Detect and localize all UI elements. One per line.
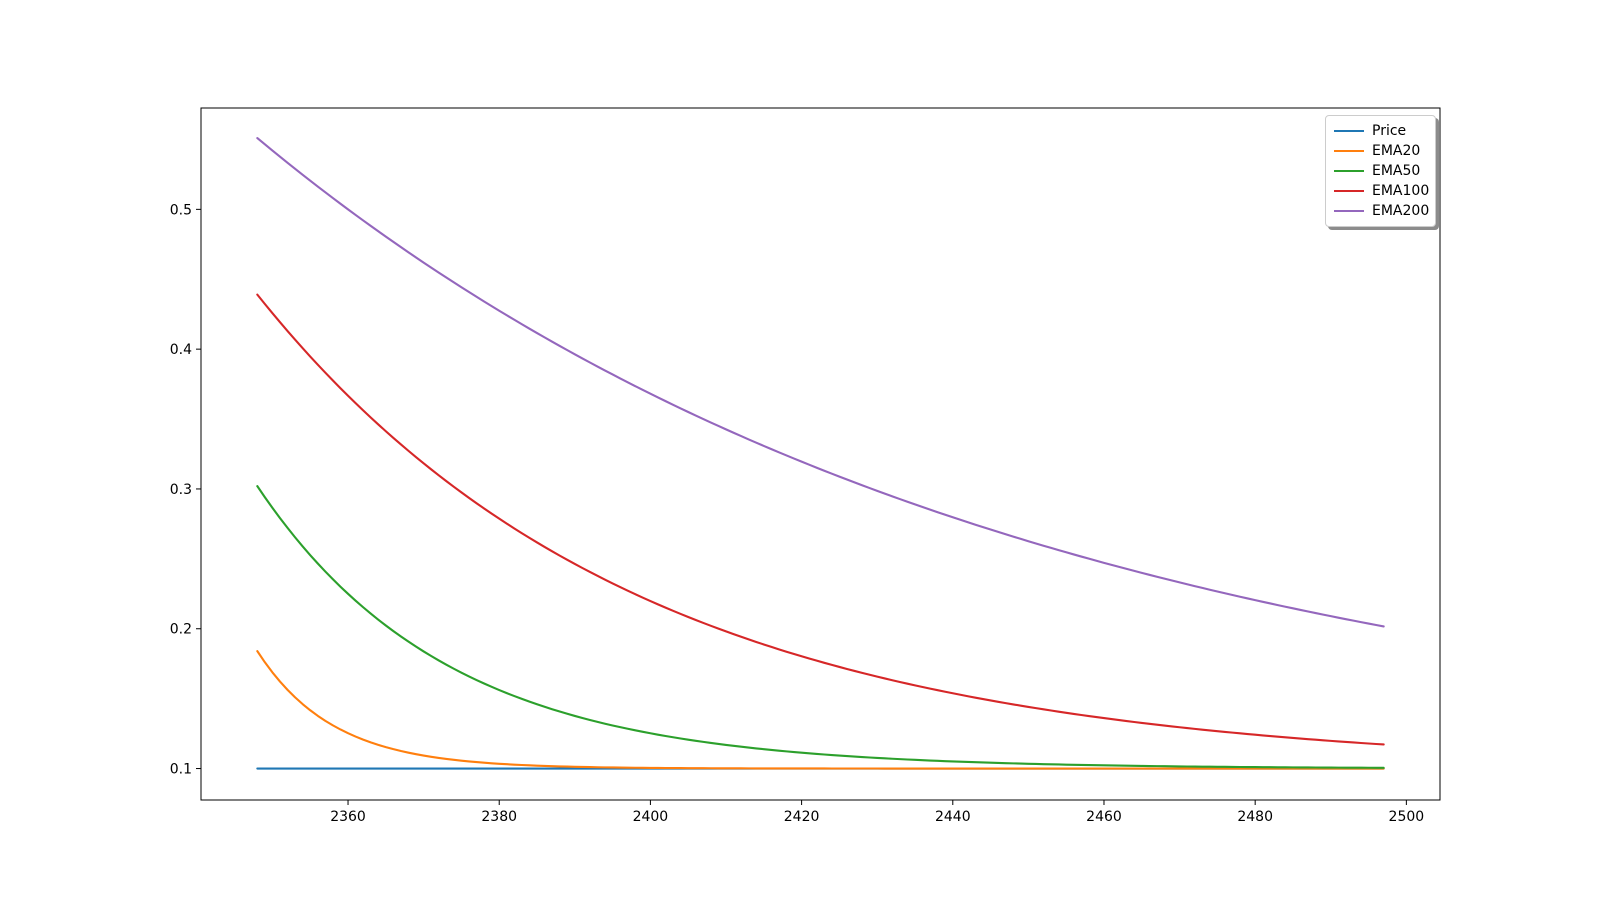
series-line-ema50 (256, 485, 1385, 769)
legend-line-swatch (1334, 170, 1364, 172)
x-tick-label: 2480 (1237, 809, 1273, 825)
legend-line-swatch (1334, 150, 1364, 152)
x-tick-label: 2500 (1389, 809, 1425, 825)
legend-label: EMA20 (1372, 143, 1421, 159)
y-tick-label: 0.4 (170, 342, 192, 358)
series-line-ema20 (256, 650, 1385, 770)
legend-entry: EMA100 (1334, 181, 1430, 201)
legend-entry: Price (1334, 121, 1427, 141)
legend-entry: EMA50 (1334, 161, 1427, 181)
series-line-ema200 (256, 137, 1385, 628)
x-tick-label: 2400 (633, 809, 669, 825)
legend-line-swatch (1334, 190, 1364, 192)
series-line-ema100 (256, 293, 1385, 746)
legend-label: EMA50 (1372, 163, 1421, 179)
legend-label: EMA100 (1372, 183, 1430, 199)
y-tick-label: 0.5 (170, 202, 192, 218)
x-tick-label: 2460 (1086, 809, 1122, 825)
legend-line-swatch (1334, 210, 1364, 212)
y-tick-label: 0.2 (170, 622, 192, 638)
y-tick-label: 0.3 (170, 482, 192, 498)
y-tick-label: 0.1 (170, 762, 192, 778)
x-tick-label: 2380 (481, 809, 517, 825)
x-tick-label: 2360 (330, 809, 366, 825)
legend-label: Price (1372, 123, 1407, 139)
legend-line-swatch (1334, 130, 1364, 132)
legend-entry: EMA200 (1334, 201, 1430, 221)
plot-frame (200, 107, 1441, 801)
legend-entry: EMA20 (1334, 141, 1427, 161)
legend-label: EMA200 (1372, 203, 1430, 219)
x-tick-label: 2420 (784, 809, 820, 825)
legend: Price EMA20 EMA50 EMA100 EMA200 (1325, 115, 1436, 227)
x-tick-label: 2440 (935, 809, 971, 825)
